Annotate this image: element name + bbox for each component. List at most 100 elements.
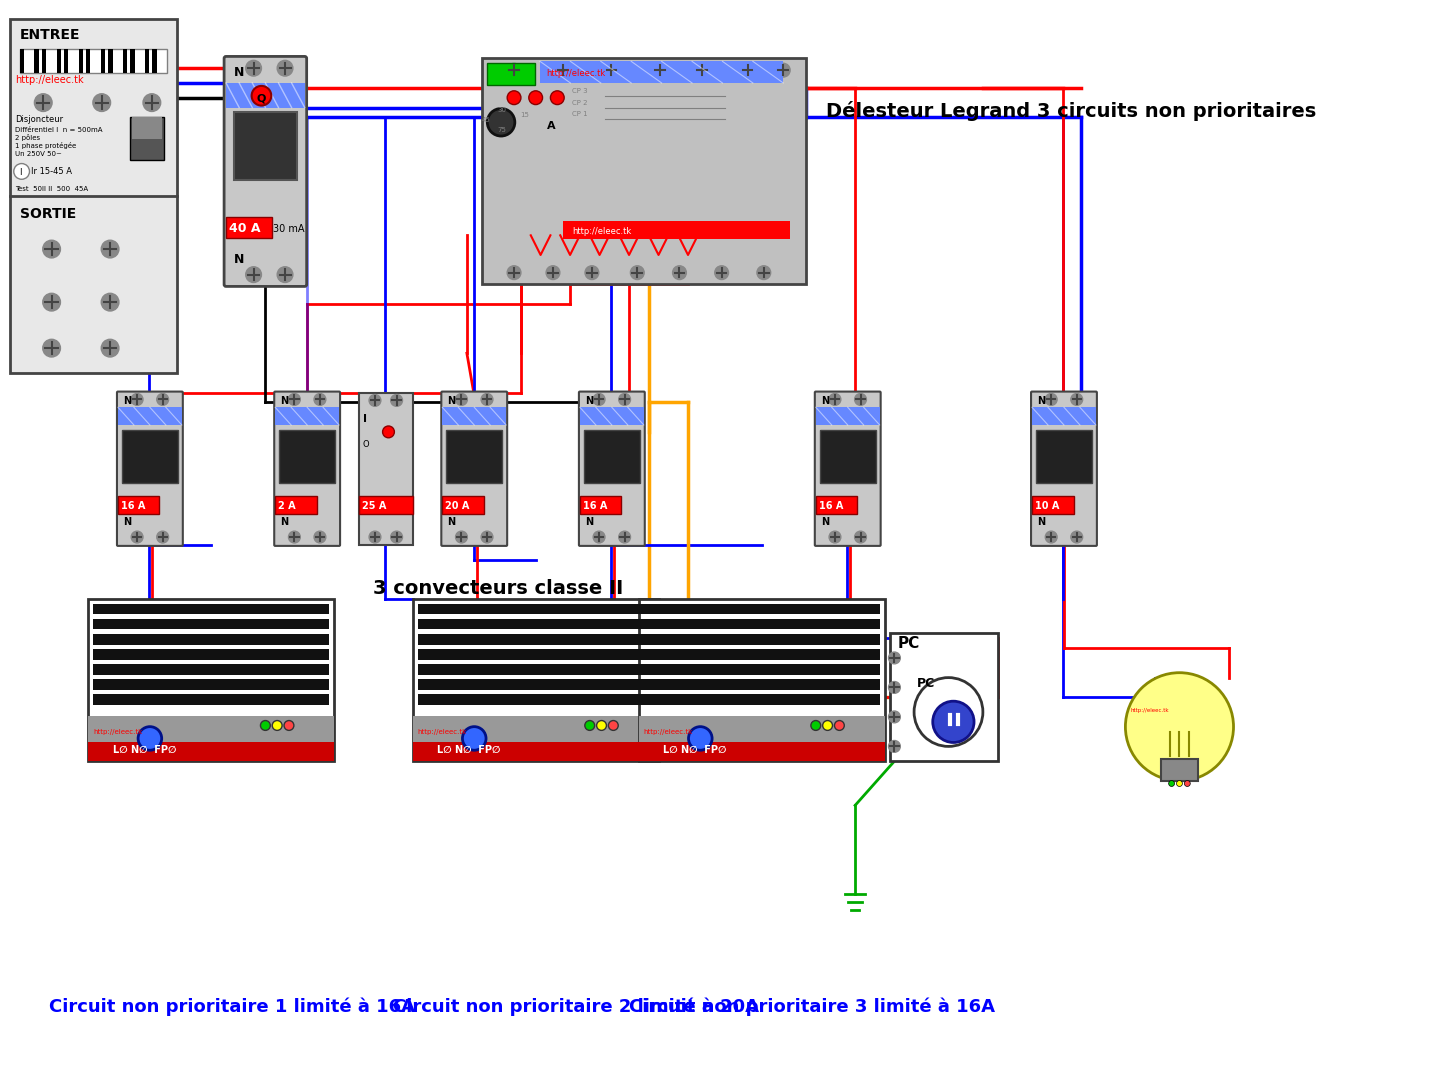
Circle shape	[1045, 393, 1057, 405]
Circle shape	[619, 393, 631, 405]
Circle shape	[246, 267, 262, 283]
Text: PC: PC	[917, 677, 935, 690]
Bar	[88, 599, 334, 761]
Text: 2 pôles: 2 pôles	[14, 134, 40, 141]
Bar	[644, 679, 880, 690]
Text: N: N	[281, 517, 288, 527]
Circle shape	[284, 720, 294, 730]
Circle shape	[654, 64, 667, 77]
Text: Disjoncteur: Disjoncteur	[14, 116, 63, 124]
Text: http://eleec.tk: http://eleec.tk	[547, 69, 606, 78]
Circle shape	[528, 91, 543, 105]
Bar	[816, 407, 880, 426]
Bar	[413, 599, 658, 761]
Text: http://eleec.tk: http://eleec.tk	[644, 729, 693, 734]
Circle shape	[261, 720, 271, 730]
Text: 2 A: 2 A	[278, 501, 295, 511]
Bar	[275, 407, 338, 426]
Circle shape	[619, 531, 631, 543]
Bar	[233, 112, 297, 180]
Circle shape	[314, 393, 325, 405]
Text: 45: 45	[481, 118, 491, 123]
Circle shape	[829, 393, 841, 405]
Text: 16 A: 16 A	[583, 501, 608, 511]
Bar	[481, 58, 806, 284]
Circle shape	[914, 677, 984, 746]
Bar	[418, 679, 654, 690]
Text: N: N	[585, 396, 593, 406]
FancyBboxPatch shape	[579, 392, 645, 545]
Text: ENTREE: ENTREE	[20, 28, 81, 42]
Text: N: N	[122, 396, 131, 406]
Bar	[42, 49, 46, 73]
Text: 16 A: 16 A	[121, 501, 145, 511]
Circle shape	[101, 294, 120, 311]
Text: CP 1: CP 1	[573, 111, 588, 118]
Text: 40 A: 40 A	[229, 222, 261, 235]
Bar	[108, 49, 112, 73]
FancyBboxPatch shape	[441, 392, 507, 545]
Bar	[413, 716, 658, 761]
Bar	[94, 634, 330, 645]
Circle shape	[252, 86, 271, 106]
Circle shape	[383, 426, 395, 437]
Circle shape	[507, 91, 521, 105]
Bar	[442, 407, 507, 426]
Circle shape	[487, 108, 516, 136]
Text: L∅ N∅  FP∅: L∅ N∅ FP∅	[112, 745, 177, 755]
Bar	[563, 221, 789, 239]
Circle shape	[829, 531, 841, 543]
Bar	[583, 430, 639, 483]
Bar	[122, 430, 179, 483]
Circle shape	[14, 163, 29, 179]
Circle shape	[1169, 781, 1175, 786]
Text: N: N	[233, 66, 245, 79]
Text: http://eleec.tk: http://eleec.tk	[1130, 708, 1169, 713]
Text: Délesteur Legrand 3 circuits non prioritaires: Délesteur Legrand 3 circuits non priorit…	[825, 102, 1316, 121]
Bar	[226, 217, 272, 239]
Text: I: I	[363, 414, 367, 424]
Circle shape	[688, 727, 713, 751]
Bar	[580, 407, 644, 426]
Circle shape	[822, 720, 832, 730]
Bar	[359, 392, 413, 545]
Bar	[20, 49, 24, 73]
Circle shape	[1071, 531, 1083, 543]
Circle shape	[157, 531, 168, 543]
Circle shape	[462, 727, 487, 751]
Text: 30 mA: 30 mA	[274, 225, 305, 234]
Bar	[279, 430, 336, 483]
Circle shape	[585, 720, 595, 730]
Circle shape	[481, 531, 492, 543]
Circle shape	[888, 681, 900, 693]
Text: 3 convecteurs classe II: 3 convecteurs classe II	[373, 579, 624, 598]
Text: N: N	[448, 517, 455, 527]
Bar	[418, 604, 654, 615]
Circle shape	[35, 94, 52, 111]
Bar	[644, 604, 880, 615]
Text: L∅ N∅  FP∅: L∅ N∅ FP∅	[664, 745, 727, 755]
Bar	[20, 49, 167, 73]
Text: CP 3: CP 3	[573, 87, 588, 94]
Bar	[418, 619, 654, 630]
Text: http://eleec.tk: http://eleec.tk	[573, 227, 632, 235]
Text: 1 phase protégée: 1 phase protégée	[14, 141, 76, 149]
Circle shape	[481, 393, 492, 405]
Circle shape	[143, 94, 161, 111]
Circle shape	[272, 720, 282, 730]
Circle shape	[740, 64, 755, 77]
Bar	[413, 742, 658, 761]
Bar	[122, 49, 127, 73]
Text: N: N	[821, 396, 829, 406]
FancyBboxPatch shape	[274, 392, 340, 545]
Text: http://eleec.tk: http://eleec.tk	[94, 729, 143, 734]
Circle shape	[43, 294, 60, 311]
Text: 16 A: 16 A	[819, 501, 842, 511]
Text: Différentiel I  n = 500mA: Différentiel I n = 500mA	[14, 127, 102, 133]
Circle shape	[631, 266, 644, 280]
Text: N: N	[1037, 517, 1045, 527]
Text: Q: Q	[256, 94, 266, 104]
Circle shape	[596, 720, 606, 730]
Bar	[418, 649, 654, 660]
Text: N: N	[233, 253, 245, 266]
